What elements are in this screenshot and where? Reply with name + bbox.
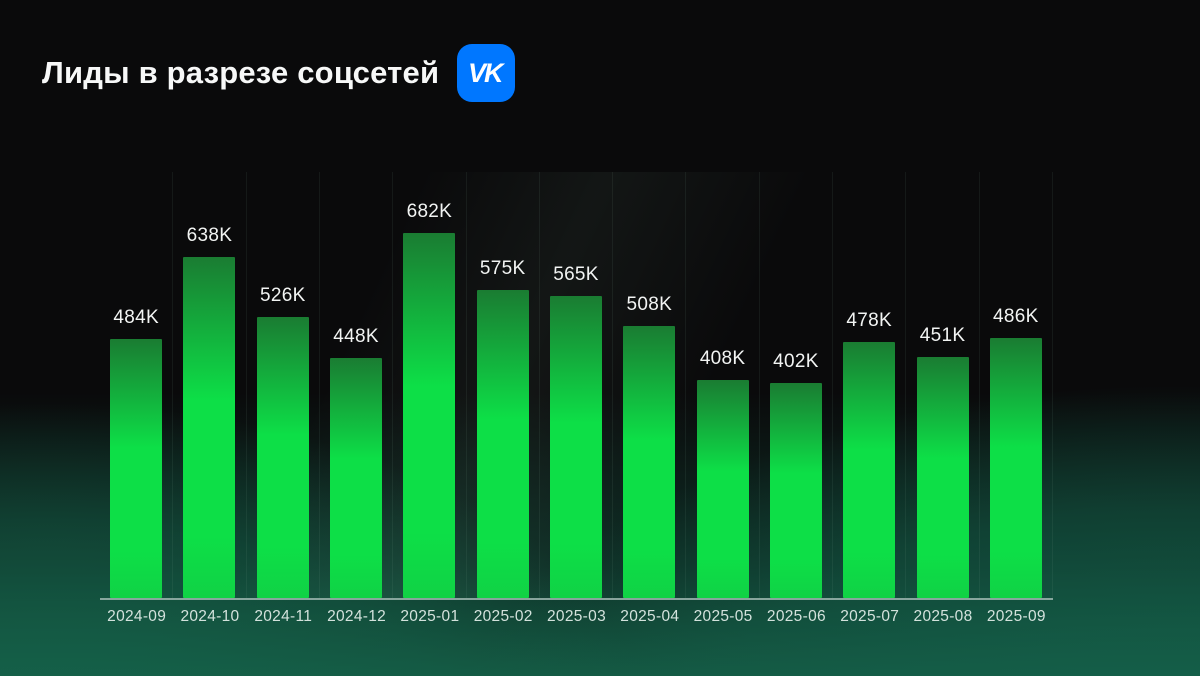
page-title: Лиды в разрезе соцсетей — [42, 55, 440, 90]
bar-2025-07 — [843, 342, 896, 598]
vk-logo-icon: VK — [457, 44, 516, 102]
bar-value-label: 478K — [846, 310, 892, 331]
bar-2024-10 — [183, 257, 236, 598]
bar-value-label: 526K — [259, 285, 306, 306]
x-tick-2025-08: 2025-08 — [913, 608, 973, 625]
x-tick-2025-07: 2025-07 — [840, 608, 900, 625]
bar-2024-11 — [256, 317, 309, 598]
x-tick-2024-10: 2024-10 — [180, 608, 240, 625]
x-tick-2024-09: 2024-09 — [107, 608, 167, 625]
chart-column: 526K — [247, 172, 320, 598]
bar-value-label: 448K — [333, 326, 379, 347]
x-tick-2025-09: 2025-09 — [986, 608, 1046, 625]
chart-column: 638K — [173, 172, 247, 598]
bar-2025-05 — [696, 380, 749, 598]
bar-2025-04 — [623, 326, 676, 598]
chart-column: 484K — [100, 172, 174, 598]
chart-column: 575K — [467, 172, 540, 598]
bar-value-label: 402K — [773, 351, 819, 372]
bar-2025-02 — [476, 290, 529, 598]
chart-column: 478K — [833, 172, 907, 598]
x-tick-2025-01: 2025-01 — [400, 608, 460, 625]
bar-value-label: 484K — [113, 307, 159, 328]
x-axis-tick-labels: 2024-09 2024-10 2024-11 2024-12 2025-01 2025-… — [100, 608, 1053, 632]
bar-value-label: 565K — [553, 264, 599, 285]
bar-value-label: 638K — [186, 225, 233, 246]
x-tick-2025-06: 2025-06 — [766, 608, 826, 625]
header: Лиды в разрезе соцсетей VK — [42, 44, 516, 102]
bar-value-label: 682K — [406, 201, 453, 222]
bar-2025-08 — [916, 357, 969, 598]
x-tick-2025-05: 2025-05 — [693, 608, 753, 625]
x-tick-2024-11: 2024-11 — [254, 608, 313, 625]
bar-value-label: 451K — [919, 325, 966, 346]
bar-value-label: 486K — [993, 306, 1039, 327]
vk-logo-text: VK — [467, 57, 503, 88]
bar-chart-plot-area: 484K 638K 526K 448K 682K 575K 565K 508K 408K 402K… — [100, 172, 1053, 600]
chart-column: 508K — [613, 172, 687, 598]
chart-column: 408K — [686, 172, 760, 598]
bar-2025-06 — [769, 383, 822, 598]
chart-column: 451K — [906, 172, 980, 598]
bar-value-label: 408K — [699, 348, 746, 369]
bar-2024-09 — [110, 339, 163, 598]
chart-column: 448K — [320, 172, 394, 598]
bar-2025-09 — [989, 338, 1042, 598]
chart-column: 486K — [980, 172, 1053, 598]
x-tick-2025-04: 2025-04 — [620, 608, 680, 625]
bar-2025-01 — [403, 233, 456, 598]
bar-2024-12 — [330, 358, 383, 598]
x-tick-2025-02: 2025-02 — [473, 608, 533, 625]
x-tick-2024-12: 2024-12 — [327, 608, 387, 625]
bar-2025-03 — [549, 296, 602, 598]
bar-value-label: 575K — [479, 258, 526, 279]
chart-column: 402K — [760, 172, 834, 598]
bar-value-label: 508K — [626, 294, 673, 315]
chart-column: 682K — [393, 172, 467, 598]
chart-column: 565K — [540, 172, 614, 598]
x-tick-2025-03: 2025-03 — [547, 608, 606, 625]
